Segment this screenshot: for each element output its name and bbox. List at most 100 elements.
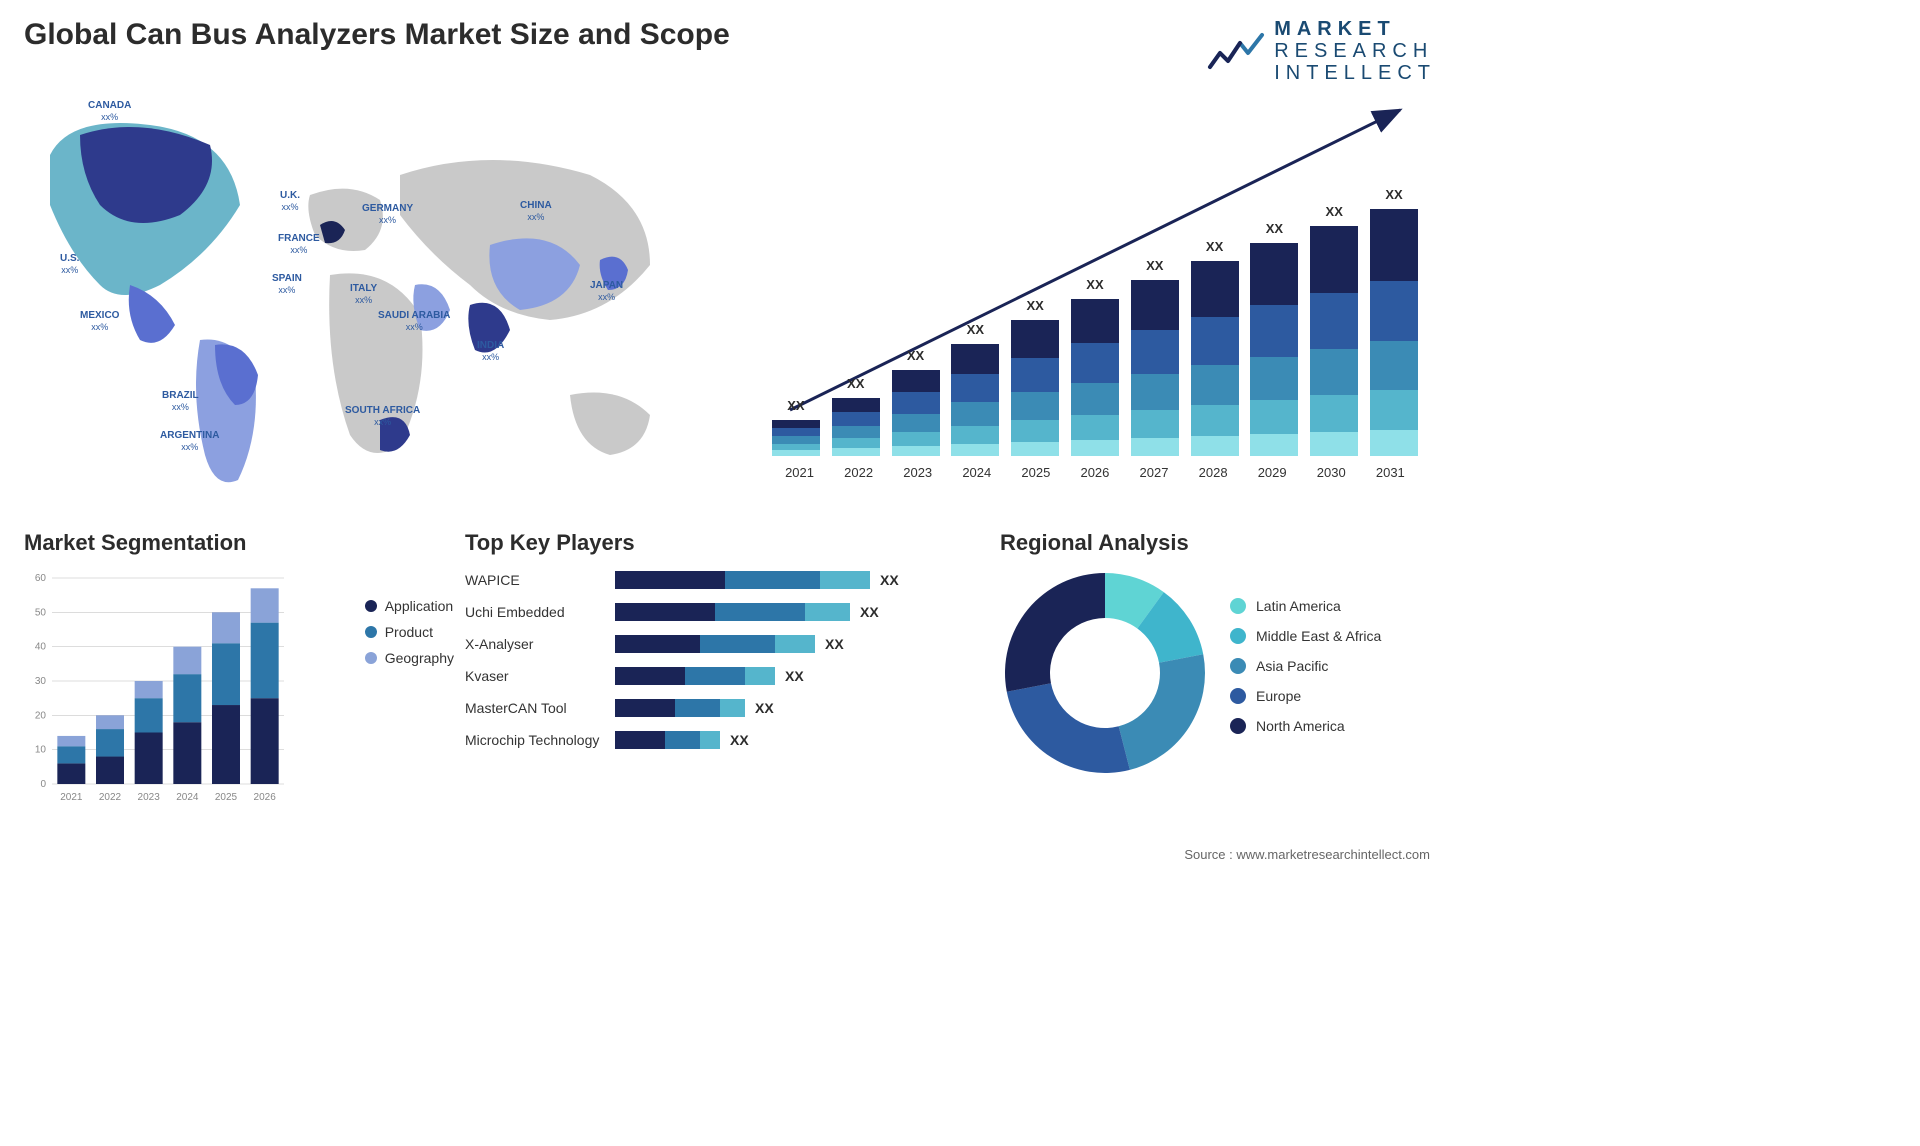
legend-label: Middle East & Africa [1256, 628, 1381, 644]
player-row: MasterCAN Tool XX [465, 696, 965, 720]
player-value: XX [730, 732, 749, 748]
segmentation-title: Market Segmentation [24, 530, 444, 556]
growth-bar-segment [1310, 226, 1358, 293]
legend-dot-icon [1230, 658, 1246, 674]
growth-bar-segment [832, 426, 880, 438]
player-bar-segment [675, 699, 720, 717]
player-name: MasterCAN Tool [465, 700, 615, 716]
growth-year-label: 2022 [844, 465, 873, 480]
player-bar-segment [745, 667, 775, 685]
legend-label: Application [385, 598, 454, 614]
player-bar-segment [615, 699, 675, 717]
growth-bar-label: XX [951, 322, 999, 337]
map-label: U.S.xx% [60, 253, 79, 276]
player-name: WAPICE [465, 572, 615, 588]
map-label: INDIAxx% [477, 340, 504, 363]
growth-bar-segment [1370, 209, 1418, 281]
growth-bar-segment [1011, 420, 1059, 442]
player-bar-segment [720, 699, 745, 717]
legend-dot-icon [365, 652, 377, 664]
growth-bar-label: XX [1011, 298, 1059, 313]
legend-label: Europe [1256, 688, 1301, 704]
map-label: CANADAxx% [88, 100, 131, 123]
donut-slice [1005, 573, 1105, 692]
growth-year-label: 2023 [903, 465, 932, 480]
svg-text:40: 40 [35, 642, 47, 653]
map-label: BRAZILxx% [162, 390, 199, 413]
growth-bar: XX [1131, 280, 1179, 456]
svg-text:30: 30 [35, 676, 47, 687]
player-value: XX [755, 700, 774, 716]
growth-bar-segment [1310, 293, 1358, 349]
player-bar-segment [775, 635, 815, 653]
map-label: JAPANxx% [590, 280, 623, 303]
growth-bar: XX [892, 370, 940, 456]
player-value: XX [785, 668, 804, 684]
segmentation-legend-item: Product [365, 624, 454, 640]
growth-bar: XX [951, 344, 999, 456]
growth-bar-segment [951, 426, 999, 444]
regional-legend: Latin America Middle East & Africa Asia Pa… [1230, 598, 1381, 748]
growth-bar-label: XX [1310, 204, 1358, 219]
growth-bar: XX [1250, 243, 1298, 456]
growth-bar: XX [832, 398, 880, 456]
player-bar-segment [615, 667, 685, 685]
growth-bar-segment [772, 428, 820, 436]
growth-bar: XX [1370, 209, 1418, 456]
legend-label: Product [385, 624, 433, 640]
player-bar-segment [715, 603, 805, 621]
map-label: SAUDI ARABIAxx% [378, 310, 450, 333]
map-label: U.K.xx% [280, 190, 300, 213]
player-bar [615, 667, 775, 685]
donut-slice [1119, 654, 1205, 770]
player-bar-segment [700, 635, 775, 653]
legend-label: North America [1256, 718, 1345, 734]
player-bar-segment [725, 571, 820, 589]
growth-bar-segment [1011, 358, 1059, 392]
growth-bar: XX [1191, 261, 1239, 456]
regional-donut-chart [1000, 568, 1210, 778]
growth-bar: XX [1310, 226, 1358, 456]
logo-text-1: MARKET [1274, 18, 1436, 40]
legend-dot-icon [365, 626, 377, 638]
regional-legend-item: Middle East & Africa [1230, 628, 1381, 644]
legend-label: Latin America [1256, 598, 1341, 614]
header: Global Can Bus Analyzers Market Size and… [24, 18, 1436, 84]
growth-bar: XX [1011, 320, 1059, 456]
svg-text:50: 50 [35, 607, 47, 618]
player-bar [615, 635, 815, 653]
growth-bar-segment [892, 392, 940, 414]
map-label: ITALYxx% [350, 283, 377, 306]
growth-bar-segment [1071, 440, 1119, 456]
regional-legend-item: Asia Pacific [1230, 658, 1381, 674]
player-bar-segment [615, 603, 715, 621]
growth-bar-segment [1011, 392, 1059, 420]
growth-bar-segment [1370, 281, 1418, 341]
player-name: Kvaser [465, 668, 615, 684]
growth-bar-segment [892, 446, 940, 456]
growth-bar-label: XX [892, 348, 940, 363]
legend-dot-icon [365, 600, 377, 612]
map-label: CHINAxx% [520, 200, 552, 223]
player-row: WAPICEXX [465, 568, 965, 592]
legend-dot-icon [1230, 688, 1246, 704]
player-value: XX [860, 604, 879, 620]
player-row: Kvaser XX [465, 664, 965, 688]
growth-bar-segment [1131, 374, 1179, 410]
growth-bar-segment [1191, 436, 1239, 456]
map-label: MEXICOxx% [80, 310, 119, 333]
logo-mark-icon [1206, 31, 1266, 71]
growth-bar-segment [1370, 430, 1418, 456]
svg-text:2021: 2021 [60, 792, 83, 803]
growth-year-label: 2030 [1317, 465, 1346, 480]
growth-bar-segment [1310, 432, 1358, 456]
player-row: X-AnalyserXX [465, 632, 965, 656]
growth-bar-segment [1011, 442, 1059, 456]
map-label: SPAINxx% [272, 273, 302, 296]
growth-year-label: 2029 [1258, 465, 1287, 480]
svg-text:2026: 2026 [254, 792, 277, 803]
growth-bar-segment [1250, 434, 1298, 456]
player-row: Microchip TechnologyXX [465, 728, 965, 752]
growth-bar-segment [1191, 261, 1239, 317]
growth-bar-segment [1310, 349, 1358, 395]
